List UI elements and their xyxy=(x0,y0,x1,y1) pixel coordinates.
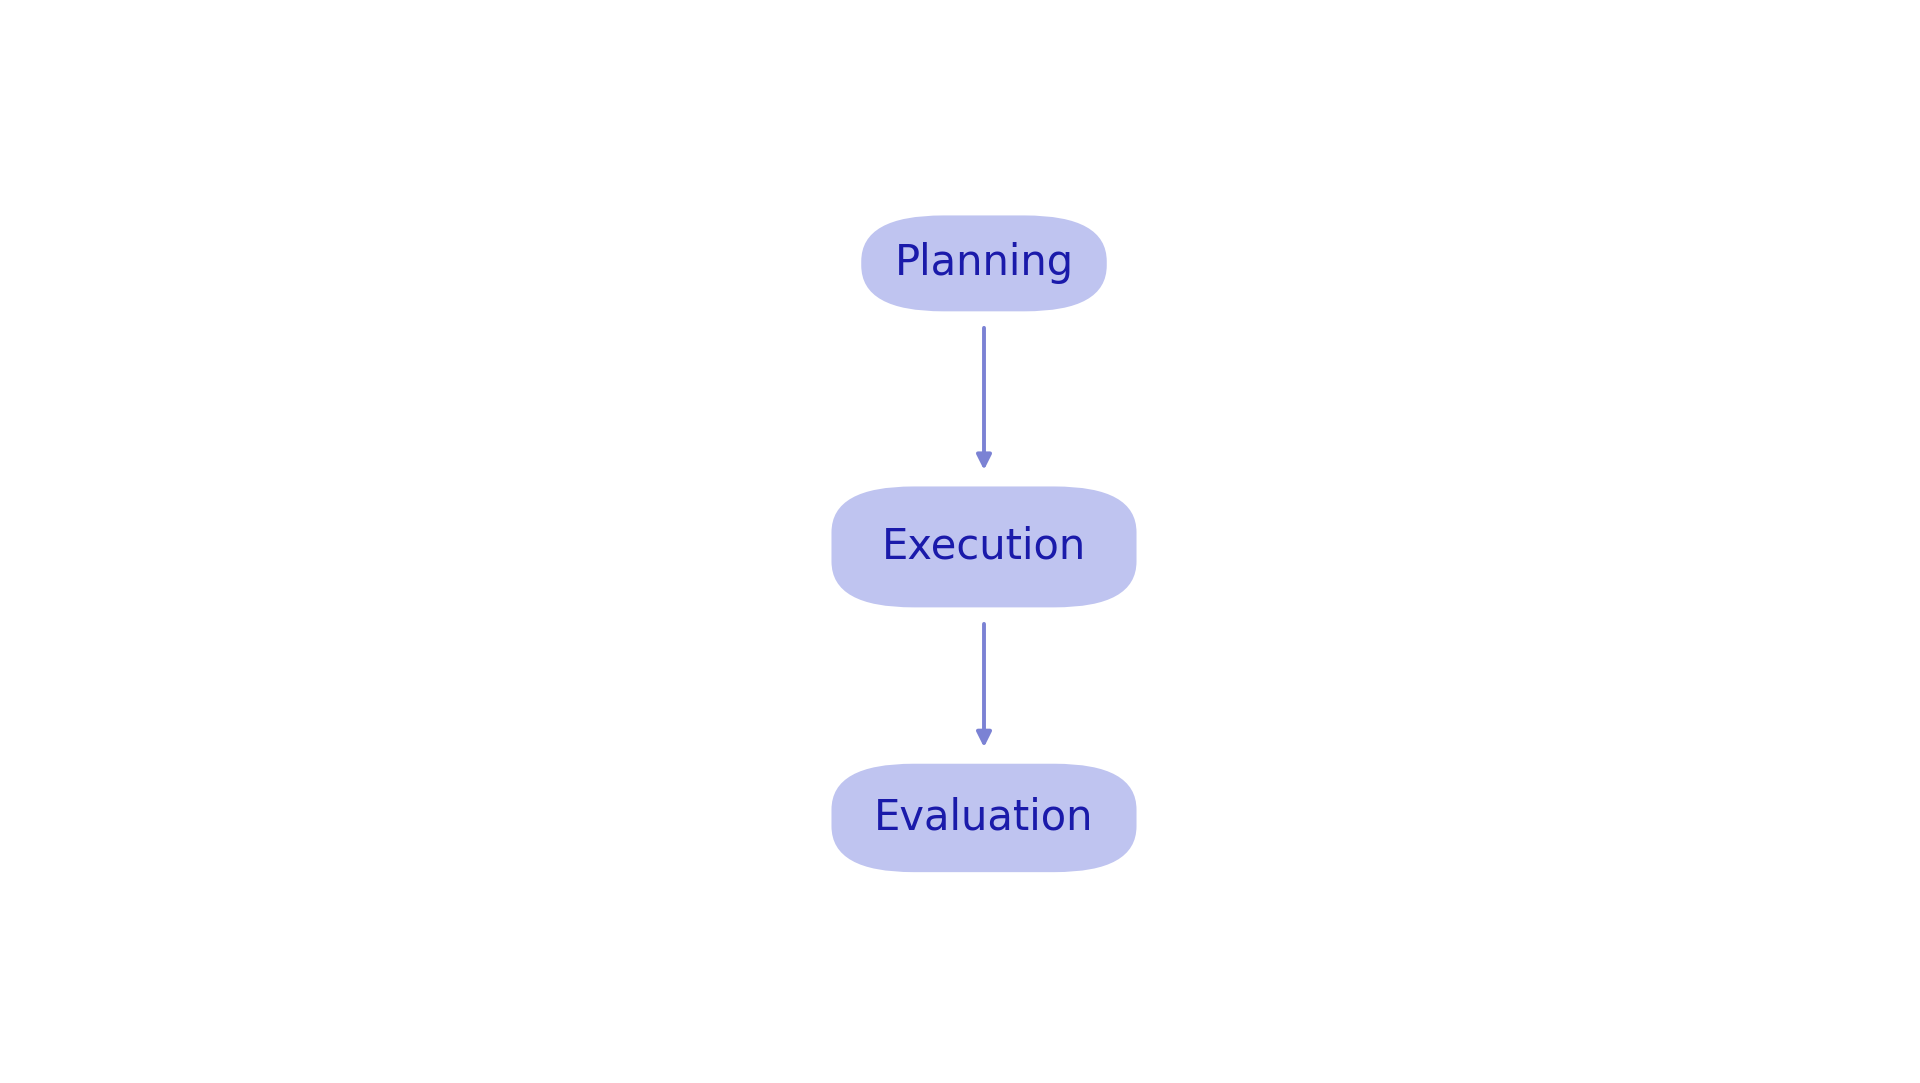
Text: Execution: Execution xyxy=(881,526,1087,567)
FancyBboxPatch shape xyxy=(831,764,1137,872)
Text: Evaluation: Evaluation xyxy=(874,797,1094,839)
FancyBboxPatch shape xyxy=(862,216,1106,311)
Text: Planning: Planning xyxy=(895,243,1073,285)
FancyBboxPatch shape xyxy=(831,486,1137,608)
